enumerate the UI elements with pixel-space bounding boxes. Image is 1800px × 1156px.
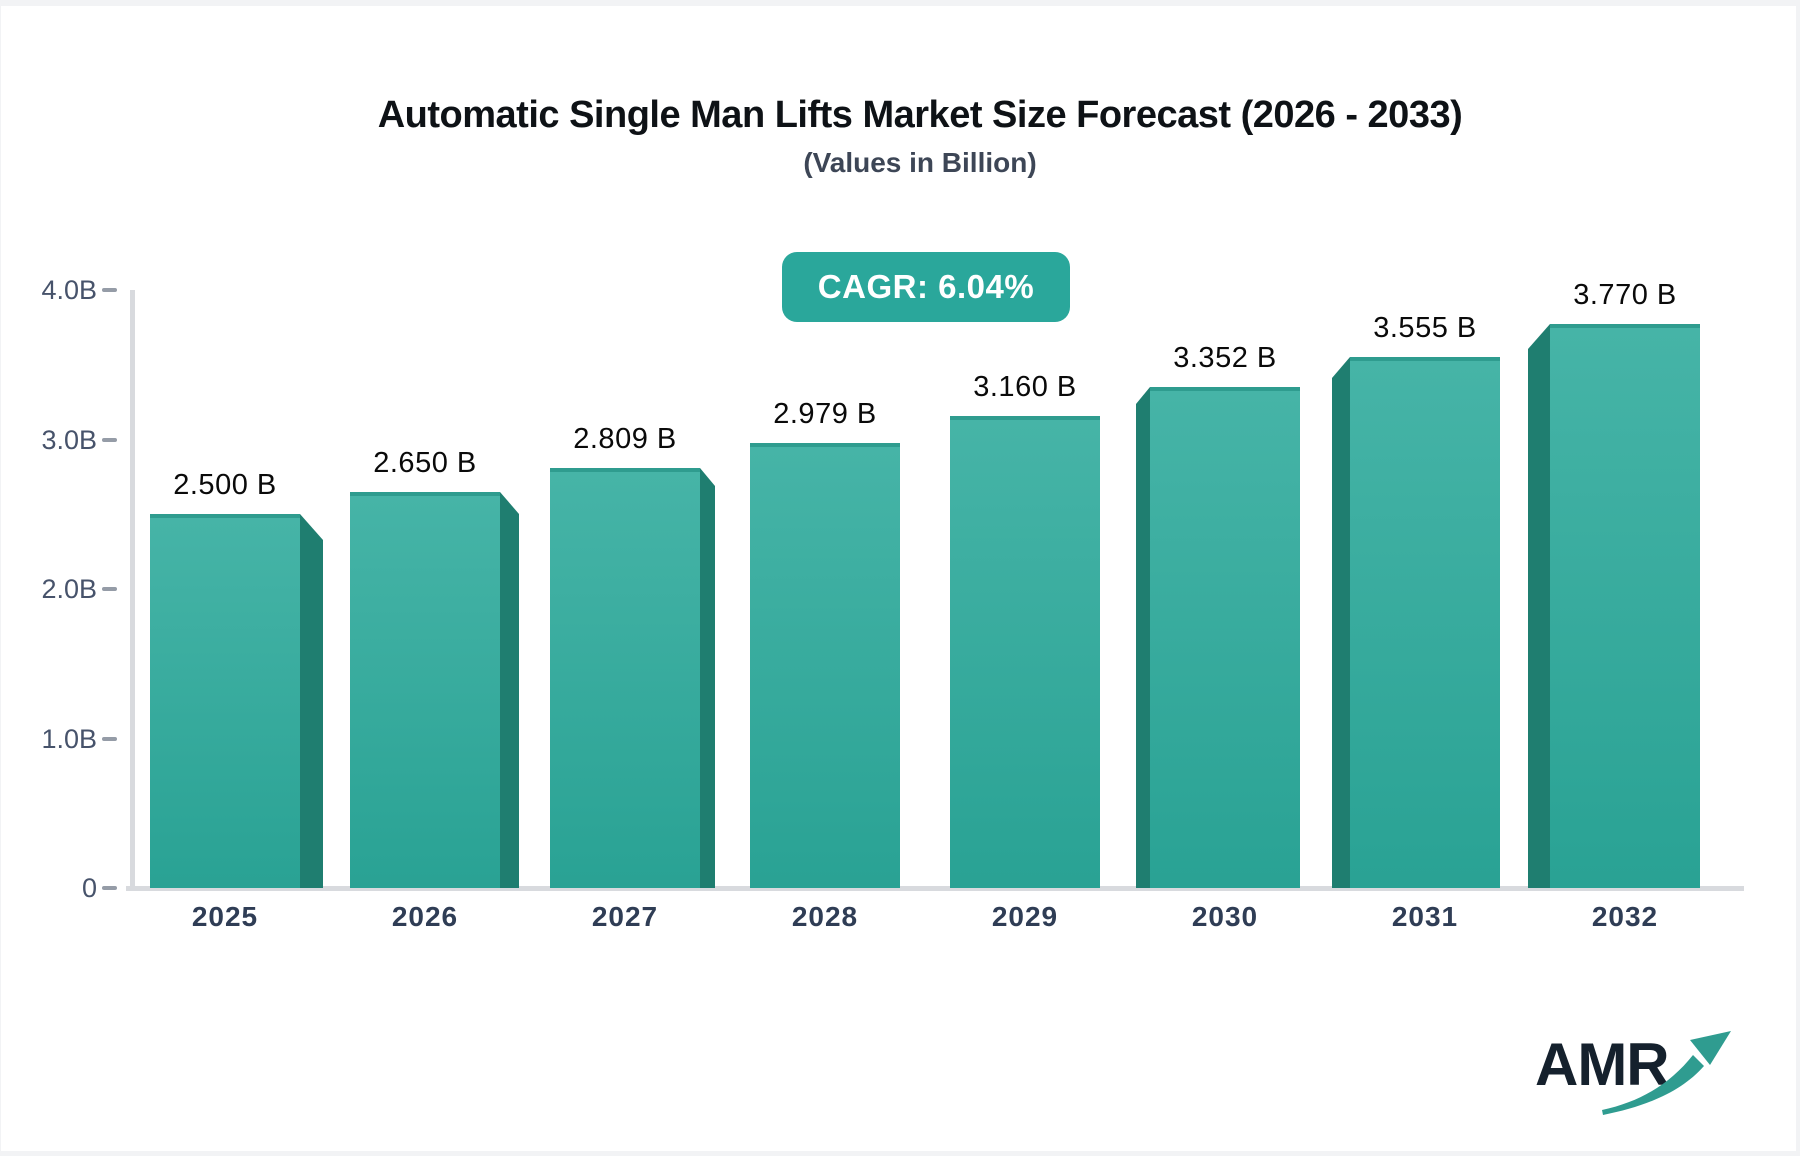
y-axis-tick: [102, 886, 117, 890]
bar-side-2031: [1332, 378, 1350, 888]
bar-bevel-2030: [1136, 387, 1150, 404]
x-axis-line: [126, 886, 1744, 891]
bar-side-2030: [1136, 404, 1150, 888]
bar-value-label: 3.770 B: [1573, 279, 1677, 311]
bar-value-label: 2.809 B: [573, 423, 677, 455]
cagr-badge-wrap: CAGR: 6.04%: [52, 252, 1800, 322]
bar-2027[interactable]: [550, 468, 700, 888]
y-axis-line: [130, 290, 135, 891]
bar-bevel-2025: [300, 514, 323, 540]
y-axis-tick-label: 4.0B: [41, 275, 97, 305]
x-axis-label: 2030: [1191, 901, 1259, 932]
bar-bevel-2026: [500, 492, 519, 514]
amr-logo-text: AMR: [1535, 1031, 1670, 1098]
y-axis-tick: [102, 437, 117, 442]
growth-arrow-icon: [1602, 1031, 1731, 1115]
bar-2031[interactable]: [1350, 357, 1500, 888]
bar-side-2026: [500, 514, 519, 888]
chart-title: Automatic Single Man Lifts Market Size F…: [377, 94, 1463, 136]
bar-side-2032: [1528, 349, 1550, 888]
x-axis-label: 2026: [391, 901, 459, 932]
y-axis-tick-label: 1.0B: [41, 723, 97, 754]
bar-value-label: 3.555 B: [1373, 312, 1477, 344]
bar-value-label: 2.979 B: [773, 398, 877, 430]
bar-value-label: 2.650 B: [373, 447, 477, 479]
bar-value-label: 2.500 B: [173, 469, 277, 501]
x-axis-label: 2025: [191, 901, 259, 932]
y-axis-tick: [102, 736, 117, 741]
bar-value-label: 3.160 B: [973, 371, 1077, 403]
bar-side-2027: [700, 486, 715, 888]
amr-logo: AMR: [1530, 1030, 1740, 1125]
y-axis-tick-label: 3.0B: [41, 424, 97, 455]
bar-bevel-2032: [1528, 324, 1550, 349]
x-axis-label: 2028: [791, 901, 859, 932]
bar-2030[interactable]: [1150, 387, 1300, 888]
x-axis-label: 2032: [1591, 901, 1659, 932]
chart-subtitle: (Values in Billion): [803, 147, 1037, 178]
bar-bevel-2027: [700, 468, 715, 486]
bar-value-label: 3.352 B: [1173, 342, 1277, 374]
y-axis-tick: [102, 587, 117, 591]
y-axis-tick-label: 2.0B: [41, 574, 97, 604]
bar-side-2025: [300, 540, 323, 888]
bar-2025[interactable]: [150, 514, 300, 888]
x-axis-label: 2031: [1391, 901, 1459, 932]
x-axis-label: 2029: [991, 901, 1059, 932]
bar-2029[interactable]: [950, 416, 1100, 888]
bar-2032[interactable]: [1550, 324, 1700, 888]
bar-bevel-2031: [1332, 357, 1350, 378]
y-axis-tick-label: 0: [81, 873, 97, 903]
x-axis-label: 2027: [591, 901, 659, 932]
bar-2026[interactable]: [350, 492, 500, 888]
bar-2028[interactable]: [750, 443, 900, 888]
y-axis-tick: [102, 288, 117, 292]
cagr-badge: CAGR: 6.04%: [781, 252, 1071, 322]
